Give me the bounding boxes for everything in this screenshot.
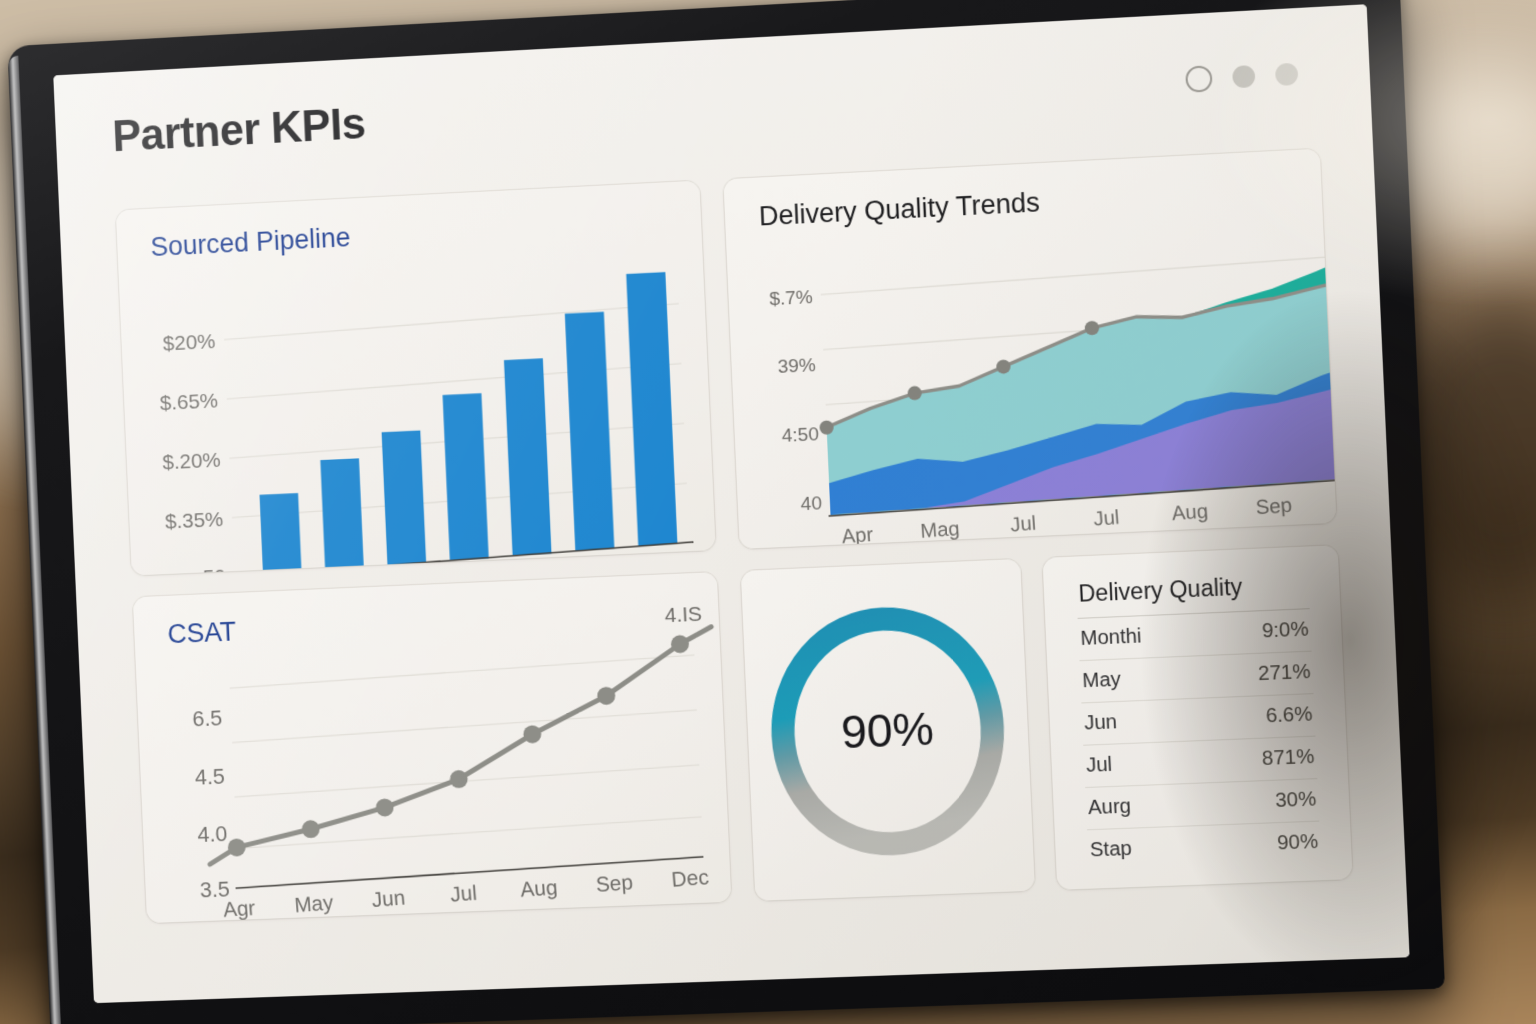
card-sourced-pipeline[interactable]: Sourced Pipeline $20% — [116, 181, 716, 576]
bottom-right-group: 90% Delivery Quality Monthi 9:0% May 271% Ju… — [741, 545, 1353, 901]
area-chart-svg: $.7% 39% 4:50 40 AprMagJulJulAugSepSep — [723, 149, 1336, 549]
table-cell-month: Jul — [1083, 740, 1209, 787]
bar-y-axis-labels: $20% $.65% $.20% $.35% 50 — [157, 330, 227, 575]
page-title: Partner KPIs — [112, 102, 367, 159]
area-x-label: Aug — [1171, 500, 1209, 525]
bar-chart-svg: $20% $.65% $.20% $.35% 50 JulAugSepGutAu… — [116, 181, 716, 576]
table-cell-month: Stap — [1087, 825, 1213, 871]
card-csat[interactable]: CSAT 6.5 — [133, 572, 732, 923]
bar[interactable] — [443, 393, 489, 560]
bar[interactable] — [382, 430, 427, 565]
delivery-quality-table: Monthi 9:0% May 271% Jun 6.6% Jul 871% Aurg 30% St… — [1078, 608, 1322, 871]
bar-x-label: Sep — [388, 572, 426, 576]
csat-gridlines — [229, 655, 702, 848]
dashboard: Partner KPIs Sourced Pipeline — [53, 4, 1409, 1003]
area-y-axis-labels: $.7% 39% 4:50 40 — [769, 286, 823, 515]
csat-x-label: Agr — [222, 897, 256, 922]
table-cell-value: 90% — [1212, 821, 1322, 867]
table-cell-month: Jun — [1081, 698, 1207, 745]
line-chart-csat[interactable]: 6.5 4.5 4.0 3.5 4.IS Agr May Jun Jul Aug Sep D… — [133, 572, 732, 923]
bar[interactable] — [320, 458, 363, 570]
line-chart-svg: 6.5 4.5 4.0 3.5 4.IS Agr May Jun Jul Aug Sep D… — [133, 572, 732, 923]
csat-point[interactable] — [302, 820, 320, 839]
table-cell-month: Aurg — [1085, 783, 1211, 830]
svg-text:$20%: $20% — [162, 330, 215, 355]
close-ring-icon[interactable] — [1185, 65, 1213, 93]
table-cell-value: 9:0% — [1202, 609, 1312, 656]
minimize-dot-icon[interactable] — [1232, 65, 1255, 88]
photo-scene: Partner KPIs Sourced Pipeline — [0, 0, 1536, 1024]
csat-line-path — [201, 627, 721, 864]
area-x-label: Apr — [841, 524, 874, 549]
table-cell-value: 6.6% — [1206, 694, 1316, 741]
csat-x-label: Jun — [371, 886, 406, 911]
svg-text:4.0: 4.0 — [197, 821, 228, 847]
monitor: Partner KPIs Sourced Pipeline — [7, 0, 1445, 1024]
bar[interactable] — [626, 272, 677, 545]
card-delivery-quality-table[interactable]: Delivery Quality Monthi 9:0% May 271% Jun 6.6… — [1042, 545, 1352, 890]
area-x-label: Jul — [1009, 512, 1036, 536]
monitor-screen: Partner KPIs Sourced Pipeline — [53, 4, 1409, 1003]
area-chart-delivery-quality[interactable]: $.7% 39% 4:50 40 AprMagJulJulAugSepSep — [723, 149, 1336, 549]
bar-series[interactable] — [251, 272, 678, 575]
csat-x-label: May — [294, 891, 335, 917]
csat-x-label: Sep — [595, 871, 634, 897]
table-cell-month: May — [1079, 656, 1205, 703]
table-cell-value: 30% — [1210, 779, 1320, 826]
table-cell-value: 871% — [1208, 736, 1318, 783]
gauge-value-label: 90% — [747, 698, 1029, 763]
bar[interactable] — [504, 358, 552, 555]
csat-point[interactable] — [375, 798, 394, 817]
bar-x-label: Dec — [639, 552, 678, 575]
area-x-label: Sep — [1255, 494, 1293, 519]
csat-data-points[interactable] — [219, 635, 697, 857]
area-x-label: Jul — [1093, 506, 1121, 530]
svg-text:$.65%: $.65% — [159, 389, 218, 415]
csat-x-label: Aug — [520, 876, 559, 902]
card-delivery-quality-trends[interactable]: Delivery Quality Trends — [723, 149, 1336, 549]
svg-text:4:50: 4:50 — [781, 423, 819, 446]
table-title: Delivery Quality — [1078, 571, 1309, 608]
bar-chart-sourced-pipeline[interactable]: $20% $.65% $.20% $.35% 50 JulAugSepGutAu… — [116, 181, 716, 576]
svg-text:6.5: 6.5 — [192, 705, 223, 731]
bar-x-label: Gut — [452, 567, 487, 576]
area-x-label: Mag — [920, 518, 961, 543]
bar-x-label: Dec — [576, 557, 615, 576]
table-row[interactable]: Stap 90% — [1087, 821, 1321, 872]
bar[interactable] — [565, 312, 615, 551]
csat-x-label: Dec — [671, 866, 710, 892]
card-gauge[interactable]: 90% — [741, 559, 1035, 901]
csat-annotation-label: 4.IS — [664, 603, 702, 628]
table-cell-value: 271% — [1204, 651, 1314, 698]
table-cell-month: Monthi — [1078, 613, 1204, 661]
svg-text:$.35%: $.35% — [165, 508, 224, 534]
csat-x-label: Jul — [450, 882, 478, 907]
svg-text:4.5: 4.5 — [194, 764, 225, 790]
bar-x-label: Auy — [514, 562, 552, 576]
window-controls — [1185, 52, 1317, 93]
svg-text:50: 50 — [202, 565, 226, 575]
csat-x-axis-labels: Agr May Jun Jul Aug Sep Dec — [222, 866, 711, 922]
area-series[interactable] — [820, 252, 1337, 515]
svg-text:$.20%: $.20% — [162, 449, 221, 475]
maximize-dot-icon[interactable] — [1275, 63, 1298, 86]
bar[interactable] — [260, 493, 302, 575]
csat-y-axis-labels: 6.5 4.5 4.0 3.5 — [192, 705, 231, 902]
svg-text:$.7%: $.7% — [769, 286, 814, 309]
svg-text:40: 40 — [800, 492, 822, 514]
card-grid: Sourced Pipeline $20% — [116, 149, 1353, 924]
svg-text:39%: 39% — [777, 354, 816, 377]
